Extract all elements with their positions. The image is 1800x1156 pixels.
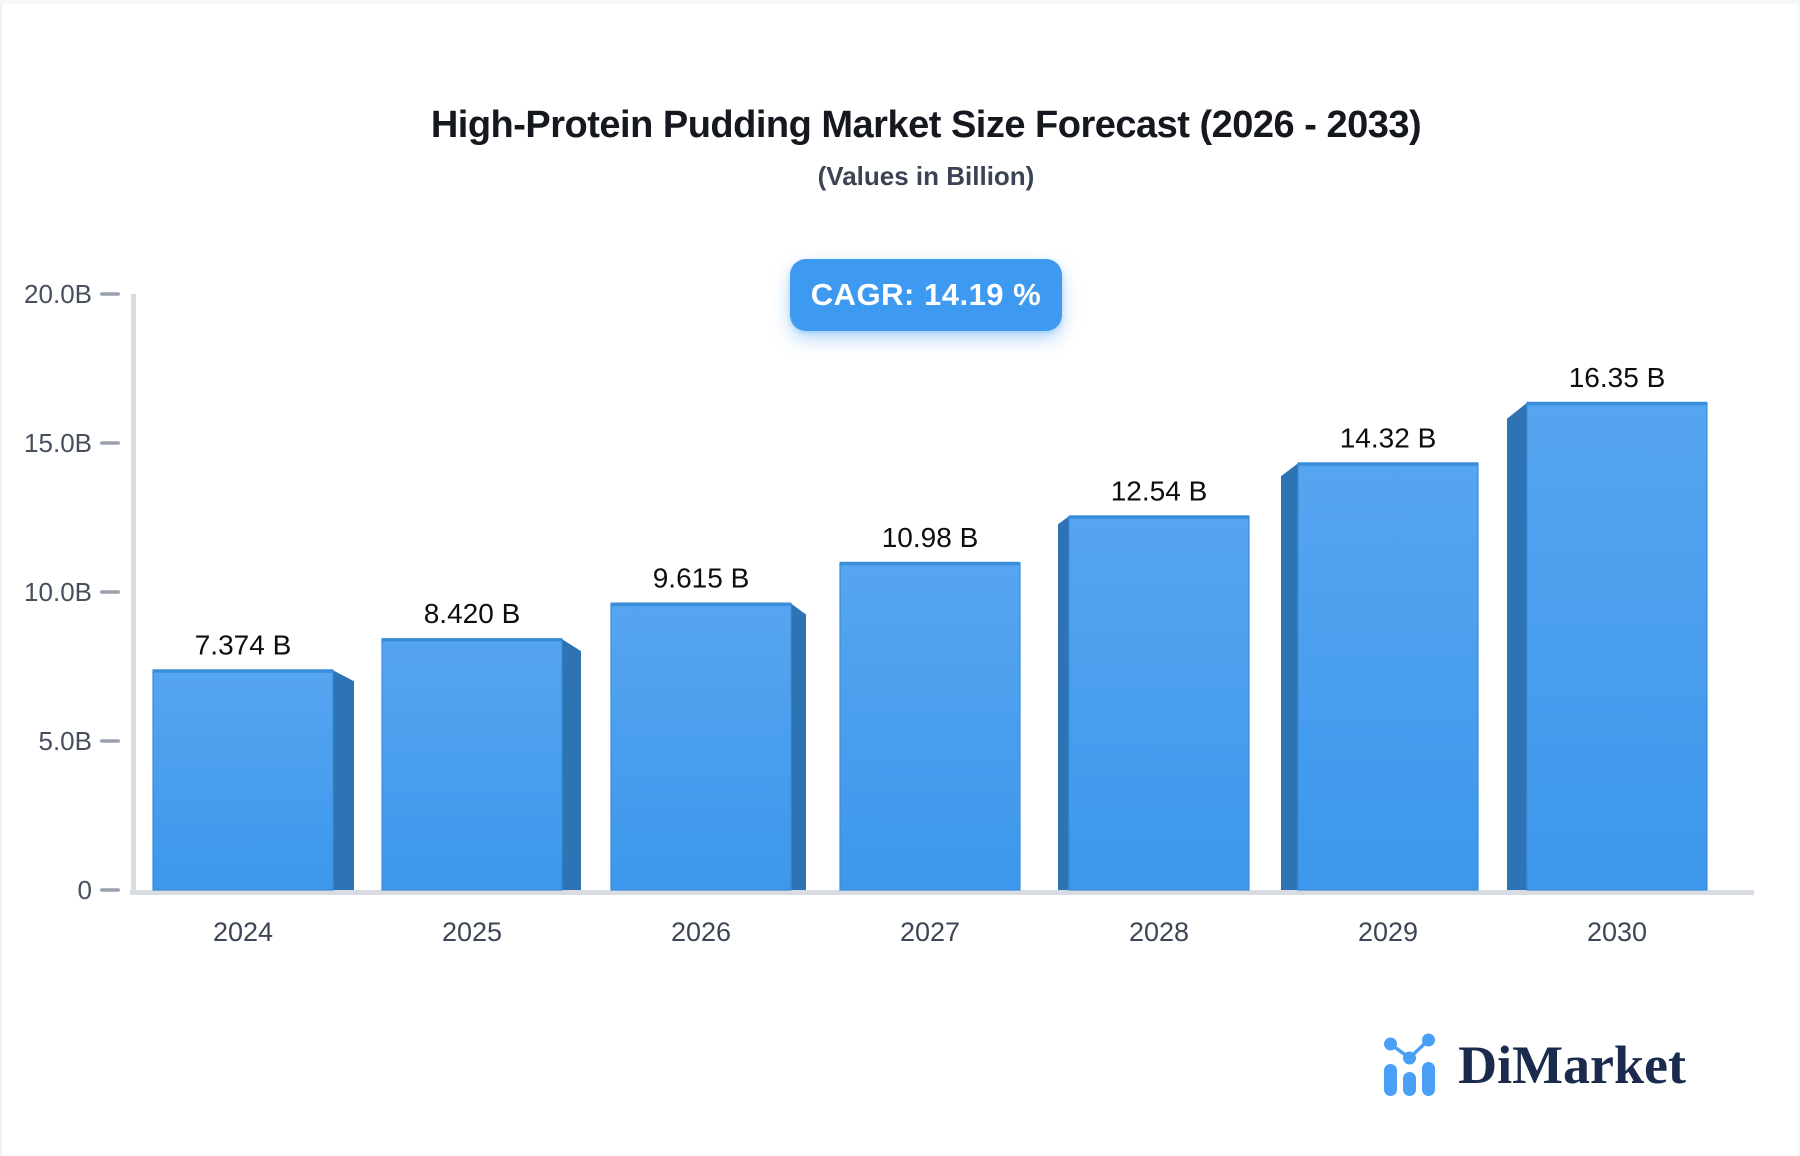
y-axis-line	[131, 294, 136, 894]
y-axis-tick	[100, 888, 120, 892]
bar-value-label: 14.32 B	[1340, 422, 1437, 453]
x-axis-category-label: 2027	[900, 917, 960, 947]
y-axis-tick-label: 0	[78, 875, 92, 905]
bar-value-label: 10.98 B	[882, 522, 979, 553]
x-axis-category-label: 2029	[1358, 917, 1418, 947]
y-axis-tick-label: 20.0B	[24, 279, 92, 309]
bar-value-label: 8.420 B	[424, 598, 521, 629]
chart-subtitle: (Values in Billion)	[817, 161, 1035, 191]
cagr-badge-label: CAGR: 14.19 %	[810, 277, 1042, 312]
y-axis-tick	[100, 590, 120, 594]
chart-header: High-Protein Pudding Market Size Forecas…	[2, 4, 1798, 192]
bar-2026	[610, 602, 792, 891]
chart-title: High-Protein Pudding Market Size Forecas…	[430, 104, 1422, 146]
bar-2029	[1297, 462, 1479, 891]
bar-side-face	[333, 670, 354, 890]
bar-chart: 0 5.0B 10.0B 15.0B 20.0B 7.374 B 2024 8.420 B 20…	[24, 279, 1754, 947]
bar-2025	[381, 638, 563, 891]
x-axis-category-label: 2028	[1129, 917, 1189, 947]
bar-side-face	[1507, 402, 1527, 890]
bar-side-face	[1281, 463, 1298, 890]
bar-value-label: 9.615 B	[653, 562, 750, 593]
y-axis-tick	[100, 292, 120, 296]
x-axis-category-label: 2030	[1587, 917, 1647, 947]
y-axis-tick-label: 5.0B	[39, 726, 93, 756]
x-axis-category-label: 2026	[671, 917, 731, 947]
y-axis-tick-label: 15.0B	[24, 428, 92, 458]
bar-top-edge	[611, 602, 791, 606]
logo-text: DiMarket	[1458, 1035, 1686, 1095]
bar-top-edge	[382, 638, 562, 642]
x-axis-category-label: 2025	[442, 917, 502, 947]
bar-top-edge	[1527, 401, 1707, 406]
bar-top-edge	[840, 561, 1020, 566]
bar-chart-logo-icon	[1384, 1033, 1436, 1096]
bar-2030	[1526, 402, 1708, 891]
bar-side-face	[1058, 516, 1069, 890]
bar-top-edge	[153, 669, 333, 673]
cagr-badge: CAGR: 14.19 %	[790, 259, 1062, 331]
y-axis-tick	[100, 441, 120, 445]
x-axis-line	[130, 890, 1754, 895]
dimarket-logo: DiMarket	[1378, 1032, 1686, 1098]
y-axis-tick-label: 10.0B	[24, 577, 92, 607]
bar-value-label: 16.35 B	[1569, 362, 1666, 393]
bar-top-edge	[1069, 515, 1249, 519]
bar-side-face	[791, 603, 806, 890]
x-axis-category-label: 2024	[213, 917, 273, 947]
bar-top-edge	[1298, 462, 1478, 466]
bar-2024	[152, 669, 334, 891]
bar-2027	[839, 562, 1021, 891]
bar-value-label: 12.54 B	[1111, 475, 1208, 506]
y-axis-tick	[100, 739, 120, 743]
bar-side-face	[562, 639, 581, 890]
bar-2028	[1068, 515, 1250, 891]
bar-value-label: 7.374 B	[195, 629, 292, 660]
